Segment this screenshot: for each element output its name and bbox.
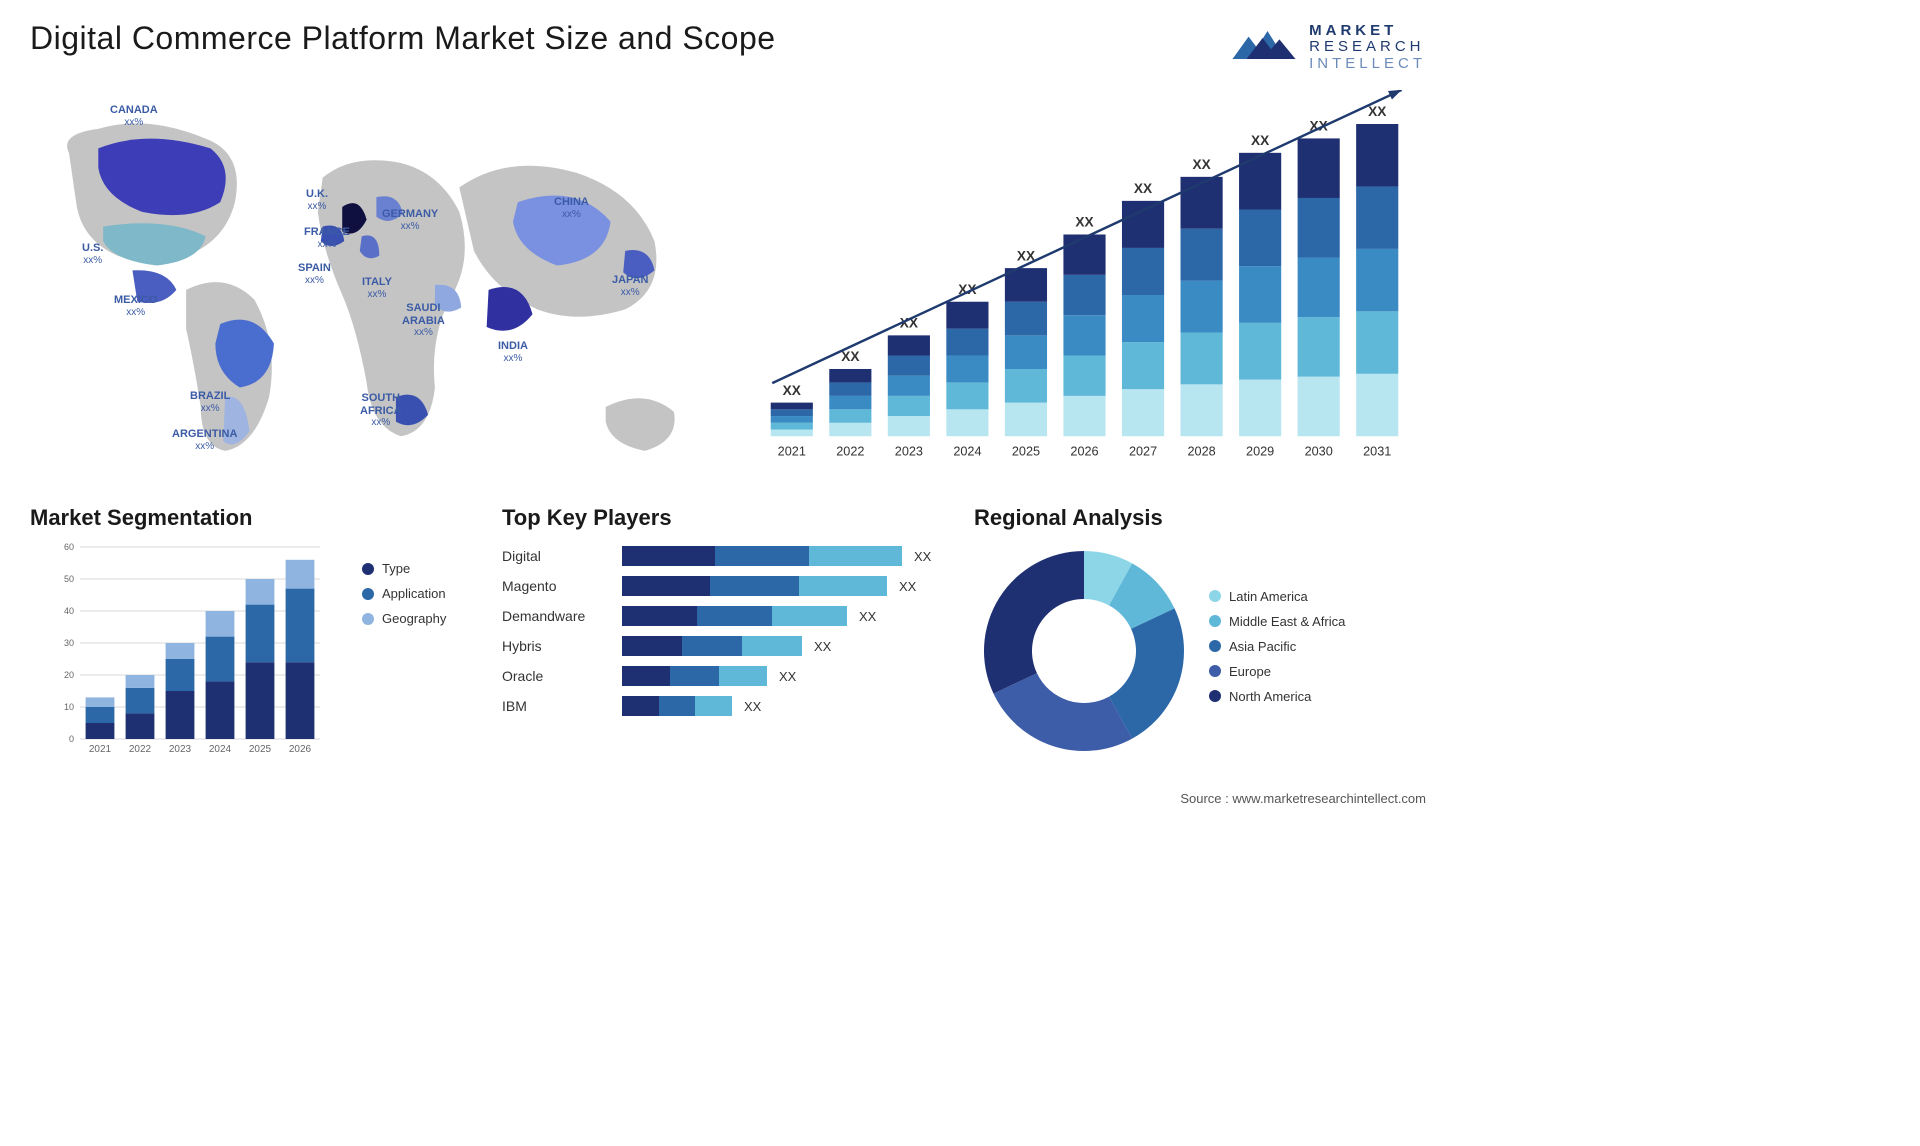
world-map-panel: CANADAxx% U.S.xx% MEXICOxx% BRAZILxx% ARGENT… xyxy=(30,90,713,480)
regional-legend: Latin America Middle East & Africa Asia Pa… xyxy=(1209,589,1426,714)
regional-title: Regional Analysis xyxy=(974,505,1426,531)
map-label-germany: GERMANYxx% xyxy=(382,208,438,232)
source-attribution: Source : www.marketresearchintellect.com xyxy=(1180,791,1426,806)
player-label-digital: Digital xyxy=(502,541,612,571)
svg-text:2023: 2023 xyxy=(895,445,923,459)
svg-text:2028: 2028 xyxy=(1187,445,1215,459)
regional-donut xyxy=(974,541,1194,761)
seg-legend-type: Type xyxy=(362,561,482,576)
svg-text:2027: 2027 xyxy=(1129,445,1157,459)
svg-text:2026: 2026 xyxy=(1070,445,1098,459)
region-legend-latin-america: Latin America xyxy=(1209,589,1426,604)
svg-text:XX: XX xyxy=(1251,133,1269,148)
map-label-mexico: MEXICOxx% xyxy=(114,294,157,318)
svg-text:XX: XX xyxy=(1075,215,1093,230)
map-label-japan: JAPANxx% xyxy=(612,274,648,298)
player-row-magento: XX xyxy=(622,571,954,601)
svg-text:10: 10 xyxy=(64,702,74,712)
svg-text:2029: 2029 xyxy=(1246,445,1274,459)
svg-text:2030: 2030 xyxy=(1305,445,1333,459)
svg-text:2025: 2025 xyxy=(1012,445,1040,459)
svg-text:50: 50 xyxy=(64,574,74,584)
player-row-digital: XX xyxy=(622,541,954,571)
region-legend-middle-east-africa: Middle East & Africa xyxy=(1209,614,1426,629)
bottom-row: Market Segmentation 0 10 20 30 40 50 60 2021 202… xyxy=(30,505,1426,785)
svg-text:60: 60 xyxy=(64,542,74,552)
map-label-u-s-: U.S.xx% xyxy=(82,242,103,266)
player-label-hybris: Hybris xyxy=(502,631,612,661)
region-legend-north-america: North America xyxy=(1209,689,1426,704)
segmentation-title: Market Segmentation xyxy=(30,505,482,531)
segmentation-legend: Type Application Geography xyxy=(362,541,482,761)
map-label-argentina: ARGENTINAxx% xyxy=(172,428,237,452)
top-row: CANADAxx% U.S.xx% MEXICOxx% BRAZILxx% ARGENT… xyxy=(30,90,1426,480)
page-title: Digital Commerce Platform Market Size an… xyxy=(30,20,776,57)
svg-text:0: 0 xyxy=(69,734,74,744)
regional-panel: Regional Analysis Latin America Middle Ea… xyxy=(974,505,1426,785)
svg-text:20: 20 xyxy=(64,670,74,680)
map-label-china: CHINAxx% xyxy=(554,196,589,220)
map-label-u-k-: U.K.xx% xyxy=(306,188,328,212)
svg-text:2026: 2026 xyxy=(289,744,312,755)
svg-text:2023: 2023 xyxy=(169,744,192,755)
players-bars: XXXXXXXXXXXX xyxy=(622,541,954,721)
brand-logo: MARKET RESEARCH INTELLECT xyxy=(1229,20,1426,75)
svg-text:2022: 2022 xyxy=(129,744,152,755)
svg-text:XX: XX xyxy=(841,349,859,364)
svg-text:XX: XX xyxy=(783,383,801,398)
svg-text:2031: 2031 xyxy=(1363,445,1391,459)
map-label-saudi-arabia: SAUDIARABIAxx% xyxy=(402,302,445,339)
svg-text:2021: 2021 xyxy=(778,445,806,459)
svg-text:2024: 2024 xyxy=(953,445,981,459)
svg-text:30: 30 xyxy=(64,638,74,648)
players-title: Top Key Players xyxy=(502,505,954,531)
svg-text:2024: 2024 xyxy=(209,744,232,755)
region-legend-asia-pacific: Asia Pacific xyxy=(1209,639,1426,654)
growth-chart-panel: XXXXXXXXXXXXXXXXXXXXXX 20212022202320242… xyxy=(743,90,1426,480)
svg-text:40: 40 xyxy=(64,606,74,616)
seg-legend-geography: Geography xyxy=(362,611,482,626)
map-label-india: INDIAxx% xyxy=(498,340,528,364)
map-label-france: FRANCExx% xyxy=(304,226,350,250)
player-label-oracle: Oracle xyxy=(502,661,612,691)
player-row-demandware: XX xyxy=(622,601,954,631)
logo-mountain-icon xyxy=(1229,20,1299,75)
players-panel: Top Key Players DigitalMagentoDemandware… xyxy=(502,505,954,785)
header: Digital Commerce Platform Market Size an… xyxy=(30,20,1426,75)
player-row-oracle: XX xyxy=(622,661,954,691)
player-label-demandware: Demandware xyxy=(502,601,612,631)
growth-chart-svg: XXXXXXXXXXXXXXXXXXXXXX 20212022202320242… xyxy=(743,90,1426,480)
region-legend-europe: Europe xyxy=(1209,664,1426,679)
map-label-canada: CANADAxx% xyxy=(110,104,158,128)
svg-text:XX: XX xyxy=(1192,157,1210,172)
player-label-ibm: IBM xyxy=(502,691,612,721)
segmentation-panel: Market Segmentation 0 10 20 30 40 50 60 2021 202… xyxy=(30,505,482,785)
player-row-hybris: XX xyxy=(622,631,954,661)
segmentation-chart: 0 10 20 30 40 50 60 2021 2022 2023 2024 2025 2026 xyxy=(30,541,352,761)
players-labels: DigitalMagentoDemandwareHybrisOracleIBM xyxy=(502,541,612,721)
player-label-magento: Magento xyxy=(502,571,612,601)
svg-text:2022: 2022 xyxy=(836,445,864,459)
logo-text: MARKET RESEARCH INTELLECT xyxy=(1309,23,1426,73)
map-label-spain: SPAINxx% xyxy=(298,262,331,286)
seg-legend-application: Application xyxy=(362,586,482,601)
svg-text:XX: XX xyxy=(1368,104,1386,119)
map-label-brazil: BRAZILxx% xyxy=(190,390,230,414)
player-row-ibm: XX xyxy=(622,691,954,721)
map-label-italy: ITALYxx% xyxy=(362,276,392,300)
map-label-south-africa: SOUTHAFRICAxx% xyxy=(360,392,402,429)
svg-text:2021: 2021 xyxy=(89,744,112,755)
svg-text:XX: XX xyxy=(1134,181,1152,196)
svg-text:2025: 2025 xyxy=(249,744,272,755)
